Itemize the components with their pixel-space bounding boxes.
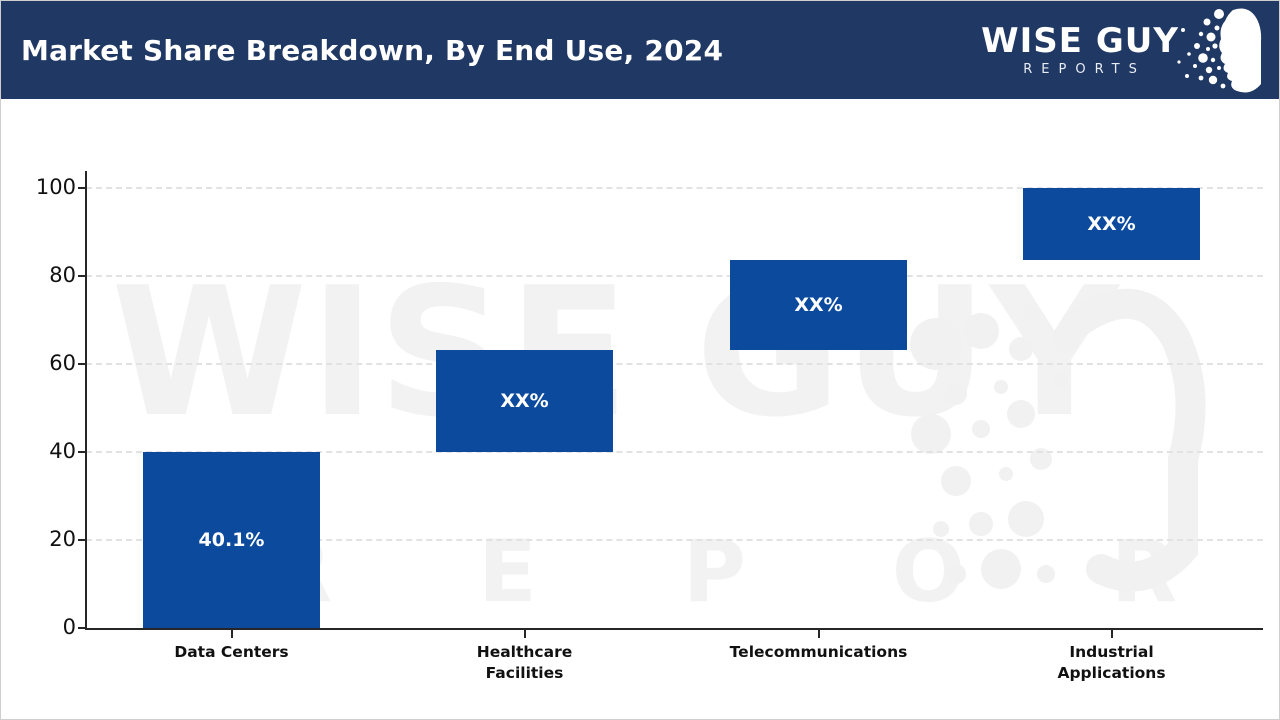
y-axis-tick-label: 60 bbox=[49, 351, 76, 375]
x-axis-tick-mark bbox=[817, 630, 820, 638]
x-axis-tick-mark bbox=[1110, 630, 1113, 638]
y-axis-tick-mark bbox=[78, 275, 86, 277]
y-axis-tick-label: 40 bbox=[49, 439, 76, 463]
bar-value-label: XX% bbox=[500, 389, 549, 412]
y-axis-tick-mark bbox=[78, 187, 86, 189]
y-axis-line bbox=[85, 171, 87, 630]
y-axis-tick-label: 100 bbox=[35, 175, 76, 199]
waterfall-bar: XX% bbox=[1023, 188, 1200, 261]
x-axis-category-label: Data Centers bbox=[174, 643, 289, 661]
gridline bbox=[86, 187, 1263, 189]
y-axis-tick-label: 20 bbox=[49, 527, 76, 551]
y-axis-tick-label: 80 bbox=[49, 263, 76, 287]
watermark-head-icon bbox=[910, 288, 1206, 592]
logo-head-icon bbox=[1177, 8, 1262, 93]
x-axis-line bbox=[85, 628, 1263, 630]
gridline bbox=[86, 451, 1263, 453]
x-axis-category-label: Healthcare Facilities bbox=[476, 643, 573, 682]
logo-subtitle: REPORTS bbox=[1023, 61, 1146, 77]
waterfall-bar: XX% bbox=[730, 260, 907, 350]
wise-guy-reports-logo: WISE GUY REPORTS bbox=[981, 4, 1269, 96]
y-axis-tick-mark bbox=[78, 451, 86, 453]
gridline bbox=[86, 363, 1263, 365]
bar-value-label: XX% bbox=[1087, 213, 1136, 236]
logo-text: WISE GUY REPORTS bbox=[981, 24, 1179, 77]
waterfall-chart: WISE GUY R E P O R T S 02040608010040.1%… bbox=[1, 99, 1279, 719]
waterfall-bar: XX% bbox=[436, 349, 613, 452]
y-axis-tick-mark bbox=[78, 539, 86, 541]
x-axis-tick-mark bbox=[230, 630, 233, 638]
y-axis-tick-mark bbox=[78, 363, 86, 365]
bar-value-label: 40.1% bbox=[198, 528, 265, 551]
x-axis-category-label: Telecommunications bbox=[729, 643, 908, 661]
bar-value-label: XX% bbox=[794, 294, 843, 317]
x-axis-category-label: Industrial Applications bbox=[1057, 643, 1166, 682]
gridline bbox=[86, 539, 1263, 541]
x-axis-tick-mark bbox=[523, 630, 526, 638]
y-axis-tick-mark bbox=[78, 627, 86, 629]
logo-wordmark: WISE GUY bbox=[981, 20, 1179, 61]
waterfall-bar: 40.1% bbox=[143, 451, 320, 628]
y-axis-tick-label: 0 bbox=[62, 615, 76, 639]
chart-header: Market Share Breakdown, By End Use, 2024… bbox=[1, 1, 1279, 99]
chart-title: Market Share Breakdown, By End Use, 2024 bbox=[21, 33, 724, 67]
gridline bbox=[86, 275, 1263, 277]
